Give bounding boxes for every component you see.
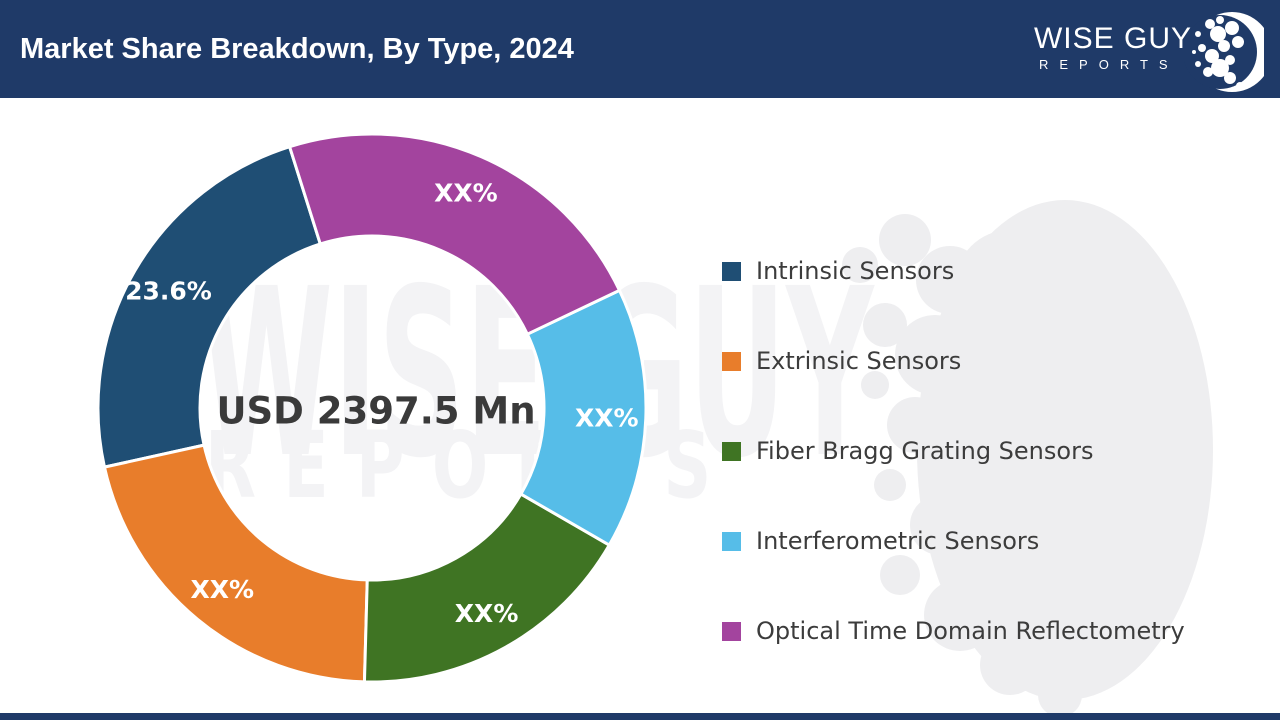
legend-label: Extrinsic Sensors xyxy=(756,347,962,375)
footer-bar xyxy=(0,713,1280,720)
donut-chart: 23.6% XX% XX% XX% XX% USD 2397.5 Mn xyxy=(96,132,648,684)
legend-item-fiber-bragg-grating-sensors: Fiber Bragg Grating Sensors xyxy=(722,437,1185,465)
donut-center-label: USD 2397.5 Mn xyxy=(216,389,535,432)
segment-optical-time-domain-reflectometry xyxy=(288,132,621,336)
brand-logo-line2: REPORTS xyxy=(1038,57,1179,72)
brand-logo-line1: WISE GUY xyxy=(1033,22,1192,55)
dotted-head-icon xyxy=(1184,12,1264,92)
legend-swatch-interferometric-sensors xyxy=(722,531,741,551)
legend-item-intrinsic-sensors: Intrinsic Sensors xyxy=(722,257,1185,285)
legend-swatch-optical-time-domain-reflectometry xyxy=(722,621,741,641)
legend-item-interferometric-sensors: Interferometric Sensors xyxy=(722,527,1185,555)
legend-label: Fiber Bragg Grating Sensors xyxy=(756,437,1094,465)
legend-swatch-intrinsic-sensors xyxy=(722,261,741,281)
legend-item-optical-time-domain-reflectometry: Optical Time Domain Reflectometry xyxy=(722,617,1185,645)
header-bar: Market Share Breakdown, By Type, 2024 WI… xyxy=(0,0,1280,98)
legend-label: Intrinsic Sensors xyxy=(756,257,955,285)
brand-logo-text: WISE GUY REPORTS xyxy=(1034,22,1192,73)
segment-value-label: XX% xyxy=(455,599,519,628)
segment-value-label: XX% xyxy=(434,179,498,208)
segment-intrinsic-sensors xyxy=(96,145,322,469)
segment-value-label: 23.6% xyxy=(125,276,212,305)
page-title: Market Share Breakdown, By Type, 2024 xyxy=(20,33,574,65)
segment-value-label: XX% xyxy=(575,403,639,432)
legend-label: Optical Time Domain Reflectometry xyxy=(756,617,1185,645)
watermark-head-icon xyxy=(842,200,1213,717)
segment-extrinsic-sensors xyxy=(102,443,369,684)
legend-item-extrinsic-sensors: Extrinsic Sensors xyxy=(722,347,1185,375)
chart-legend: Intrinsic Sensors Extrinsic Sensors Fibe… xyxy=(722,257,1185,645)
legend-swatch-extrinsic-sensors xyxy=(722,351,741,371)
segment-value-label: XX% xyxy=(190,575,254,604)
legend-label: Interferometric Sensors xyxy=(756,527,1040,555)
brand-logo: WISE GUY REPORTS xyxy=(1034,8,1264,94)
segment-fiber-bragg-grating-sensors xyxy=(362,492,611,684)
legend-swatch-fiber-bragg-grating-sensors xyxy=(722,441,741,461)
